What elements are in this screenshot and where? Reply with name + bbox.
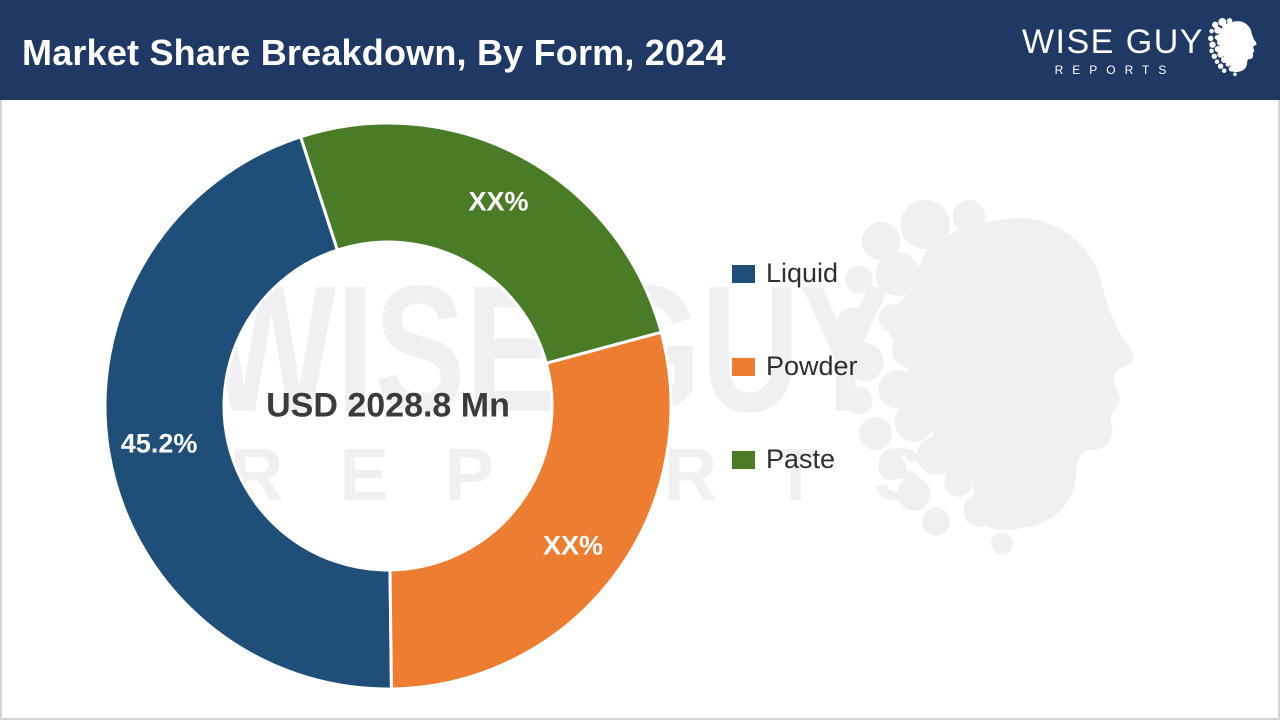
legend: Liquid Powder Paste	[732, 258, 858, 475]
legend-item-label: Paste	[766, 444, 836, 475]
logo-subtitle: REPORTS	[1054, 62, 1176, 77]
segment-label-powder: XX%	[543, 530, 604, 561]
header-bar: Market Share Breakdown, By Form, 2024 WI…	[0, 0, 1280, 100]
legend-swatch-paste	[732, 450, 755, 469]
logo-wordmark: WISE GUY	[1021, 22, 1204, 61]
watermark-face-icon	[837, 200, 1134, 555]
wiseguy-face-icon	[1208, 18, 1257, 77]
legend-item-liquid: Liquid	[732, 258, 858, 289]
page-title: Market Share Breakdown, By Form, 2024	[22, 32, 726, 73]
center-value-label: USD 2028.8 Mn	[266, 386, 510, 425]
donut-segment-liquid	[103, 134, 393, 691]
legend-item-label: Liquid	[766, 258, 839, 288]
wiseguy-logo: WISE GUY REPORTS	[1022, 9, 1262, 91]
donut-svg	[103, 121, 673, 691]
legend-item-paste: Paste	[732, 444, 858, 475]
segment-label-liquid: 45.2%	[120, 428, 198, 459]
donut-chart: 45.2% XX% XX% USD 2028.8 Mn	[98, 116, 678, 696]
donut-segment-paste	[298, 121, 664, 366]
legend-swatch-powder	[732, 357, 755, 376]
logo-text: WISE GUY REPORTS	[1022, 25, 1204, 76]
legend-item-label: Powder	[766, 351, 858, 382]
content-area: WISE GUY REPORTS 45.2%XX%XX% USD 2028.8 …	[0, 100, 1280, 720]
segment-label-paste: XX%	[468, 186, 529, 217]
legend-item-powder: Powder	[732, 351, 858, 382]
legend-swatch-liquid	[732, 264, 755, 283]
donut-segment-powder	[388, 330, 673, 691]
